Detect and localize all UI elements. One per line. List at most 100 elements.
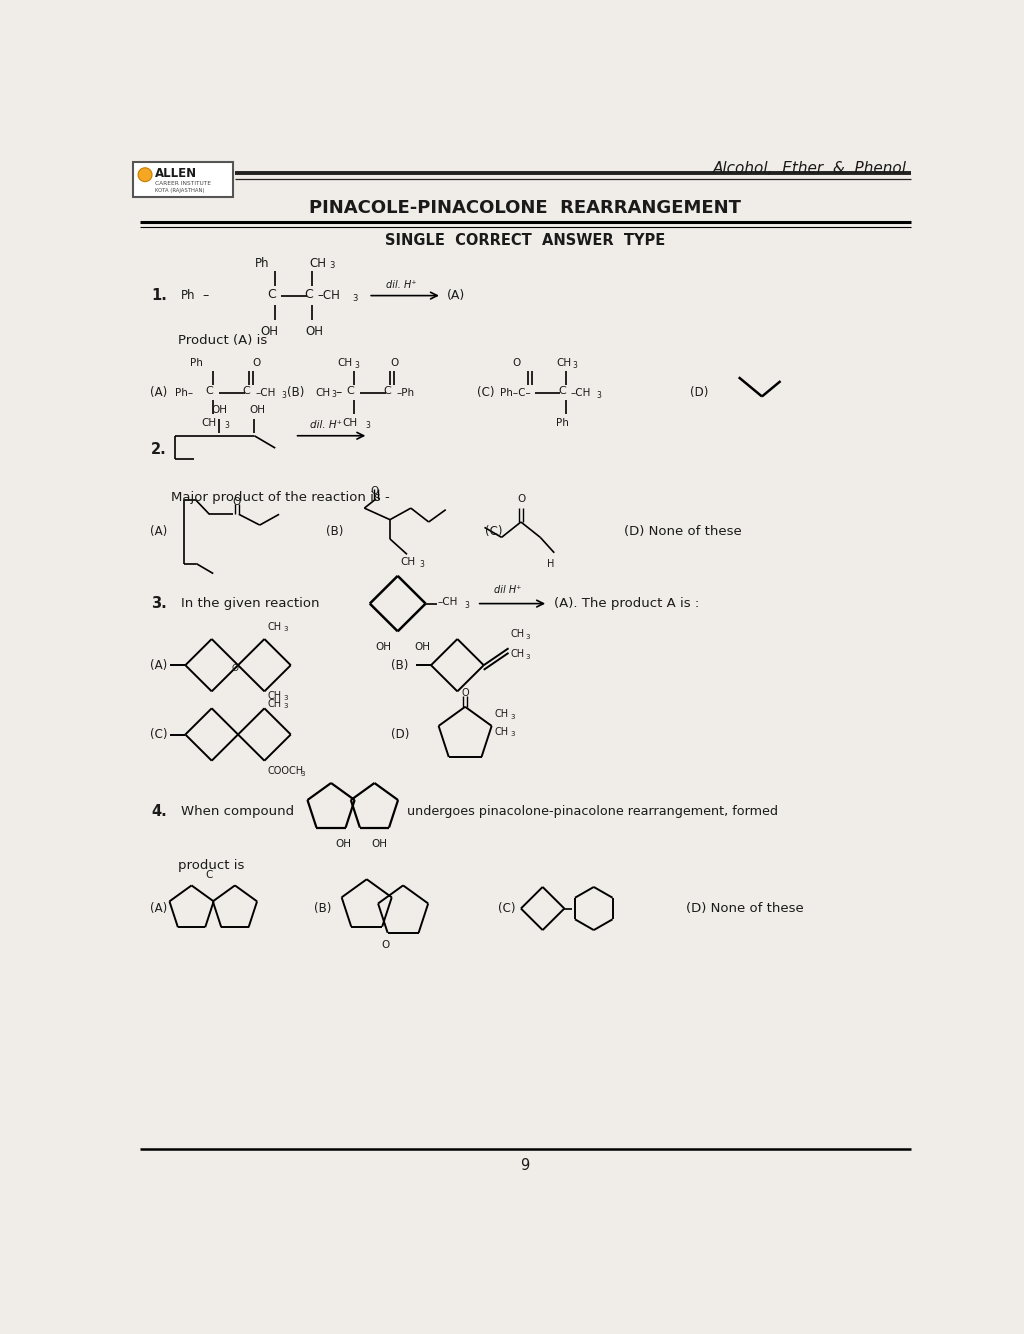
Text: 3: 3 <box>352 295 358 303</box>
Text: CH: CH <box>337 359 352 368</box>
Text: C: C <box>346 386 354 396</box>
Text: O: O <box>232 498 241 507</box>
Text: 3: 3 <box>283 626 288 632</box>
Text: 3: 3 <box>224 422 229 431</box>
Text: dil. H⁺: dil. H⁺ <box>309 420 342 430</box>
Text: –: – <box>336 386 342 399</box>
Text: 3.: 3. <box>152 596 167 611</box>
Text: O: O <box>231 664 239 672</box>
Text: –CH: –CH <box>438 598 459 607</box>
Text: Ph–C–: Ph–C– <box>500 388 530 398</box>
Text: C: C <box>558 386 566 396</box>
Text: In the given reaction: In the given reaction <box>180 598 319 610</box>
Text: C: C <box>267 288 275 300</box>
Text: 4.: 4. <box>152 804 167 819</box>
Text: OH: OH <box>305 324 323 338</box>
Text: –: – <box>203 289 209 301</box>
Text: OH: OH <box>211 404 227 415</box>
Text: CH: CH <box>201 419 216 428</box>
Text: OH: OH <box>376 642 392 652</box>
Text: OH: OH <box>249 404 265 415</box>
Text: –CH: –CH <box>317 289 341 301</box>
Text: Ph: Ph <box>255 256 269 269</box>
Text: CH: CH <box>510 650 524 659</box>
Text: O: O <box>512 359 520 368</box>
FancyBboxPatch shape <box>133 161 232 197</box>
Text: Ph: Ph <box>189 359 203 368</box>
Text: PINACOLE-PINACOLONE  REARRANGEMENT: PINACOLE-PINACOLONE REARRANGEMENT <box>309 199 740 217</box>
Text: CAREER INSTITUTE: CAREER INSTITUTE <box>155 181 211 187</box>
Text: O: O <box>252 359 260 368</box>
Text: Product (A) is: Product (A) is <box>178 334 267 347</box>
Circle shape <box>138 168 152 181</box>
Text: (D): (D) <box>391 728 410 740</box>
Text: CH: CH <box>309 256 327 269</box>
Text: O: O <box>462 688 469 698</box>
Text: (D) None of these: (D) None of these <box>624 524 741 538</box>
Text: 3: 3 <box>510 731 515 738</box>
Text: C: C <box>206 386 213 396</box>
Text: C: C <box>384 386 391 396</box>
Text: OH: OH <box>336 839 351 848</box>
Text: Ph–: Ph– <box>174 388 193 398</box>
Text: –CH: –CH <box>570 388 591 398</box>
Text: 3: 3 <box>283 703 288 708</box>
Text: (A). The product A is :: (A). The product A is : <box>554 598 699 610</box>
Text: (C): (C) <box>484 524 502 538</box>
Text: O: O <box>390 359 398 368</box>
Text: C: C <box>243 386 251 396</box>
Text: 3: 3 <box>597 391 602 400</box>
Text: OH: OH <box>260 324 279 338</box>
Text: (C): (C) <box>499 902 516 915</box>
Text: 9: 9 <box>520 1158 529 1173</box>
Text: 3: 3 <box>525 634 530 640</box>
Text: SINGLE  CORRECT  ANSWER  TYPE: SINGLE CORRECT ANSWER TYPE <box>385 232 665 248</box>
Text: C: C <box>205 870 212 879</box>
Text: CH: CH <box>342 419 357 428</box>
Text: Ph: Ph <box>556 419 568 428</box>
Text: 3: 3 <box>301 771 305 776</box>
Text: 3: 3 <box>510 714 515 720</box>
Text: (D) None of these: (D) None of these <box>686 902 804 915</box>
Text: product is: product is <box>178 859 245 872</box>
Text: (C): (C) <box>477 386 495 399</box>
Text: COOCH: COOCH <box>267 767 304 776</box>
Text: Alcohol,  Ether  &  Phenol: Alcohol, Ether & Phenol <box>713 161 907 176</box>
Text: O: O <box>517 494 526 504</box>
Text: CH: CH <box>510 630 524 639</box>
Text: –Ph: –Ph <box>396 388 415 398</box>
Text: –CH: –CH <box>255 388 275 398</box>
Text: 3: 3 <box>420 560 424 568</box>
Text: (B): (B) <box>391 659 409 672</box>
Text: dil. H⁺: dil. H⁺ <box>386 280 416 289</box>
Text: 3: 3 <box>525 654 530 660</box>
Text: OH: OH <box>415 642 431 652</box>
Text: OH: OH <box>372 839 387 848</box>
Text: C: C <box>304 288 313 300</box>
Text: 3: 3 <box>283 695 288 702</box>
Text: (A): (A) <box>150 902 167 915</box>
Text: CH: CH <box>495 727 509 738</box>
Text: (B): (B) <box>326 524 343 538</box>
Text: Ph: Ph <box>180 289 196 301</box>
Text: (A): (A) <box>150 524 167 538</box>
Text: dil H⁺: dil H⁺ <box>494 584 521 595</box>
Text: (B): (B) <box>314 902 332 915</box>
Text: 3: 3 <box>330 261 335 269</box>
Text: CH: CH <box>400 558 416 567</box>
Text: ALLEN: ALLEN <box>155 167 198 180</box>
Text: (B): (B) <box>287 386 304 399</box>
Text: O: O <box>381 940 389 951</box>
Text: 1.: 1. <box>152 288 167 303</box>
Text: KOTA (RAJASTHAN): KOTA (RAJASTHAN) <box>155 188 205 193</box>
Text: 3: 3 <box>354 362 359 370</box>
Text: CH: CH <box>267 699 282 708</box>
Text: When compound: When compound <box>180 804 294 818</box>
Text: 3: 3 <box>332 391 337 399</box>
Text: 2.: 2. <box>152 442 167 458</box>
Text: (D): (D) <box>690 386 709 399</box>
Text: Major product of the reaction is -: Major product of the reaction is - <box>171 491 389 504</box>
Text: H: H <box>547 559 554 568</box>
Text: (A): (A) <box>150 386 167 399</box>
Text: 3: 3 <box>572 362 577 370</box>
